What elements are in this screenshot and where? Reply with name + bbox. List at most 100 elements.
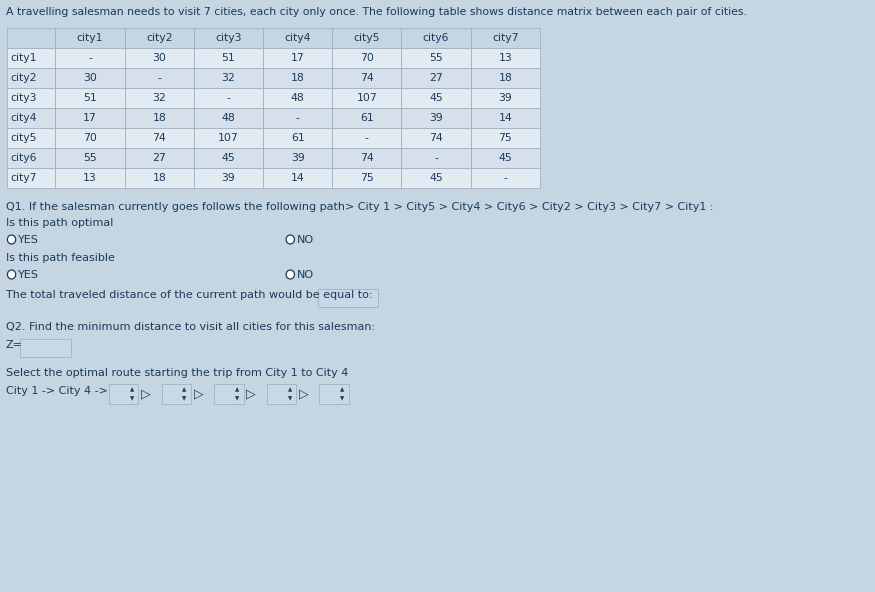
- Text: city2: city2: [146, 33, 172, 43]
- Text: Is this path feasible: Is this path feasible: [5, 253, 115, 263]
- Text: city3: city3: [10, 93, 37, 103]
- Text: 55: 55: [83, 153, 97, 163]
- Text: city2: city2: [10, 73, 37, 83]
- Bar: [402, 128, 471, 148]
- Bar: [402, 108, 471, 128]
- Bar: [55, 128, 124, 148]
- Text: city4: city4: [10, 113, 37, 123]
- Text: ▲: ▲: [340, 388, 345, 392]
- Text: 48: 48: [221, 113, 235, 123]
- Bar: [7, 168, 55, 188]
- Bar: [124, 148, 194, 168]
- Bar: [471, 68, 540, 88]
- Text: city1: city1: [10, 53, 37, 63]
- Bar: [194, 168, 263, 188]
- Bar: [55, 108, 124, 128]
- Text: 39: 39: [430, 113, 443, 123]
- Bar: [7, 48, 55, 68]
- Bar: [55, 28, 124, 48]
- Bar: [124, 128, 194, 148]
- Text: ▼: ▼: [288, 396, 292, 401]
- Text: city5: city5: [10, 133, 37, 143]
- Text: 18: 18: [290, 73, 304, 83]
- Text: 39: 39: [221, 173, 235, 183]
- Text: 75: 75: [499, 133, 512, 143]
- Bar: [471, 48, 540, 68]
- Text: 27: 27: [152, 153, 166, 163]
- Text: -: -: [365, 133, 369, 143]
- Bar: [194, 88, 263, 108]
- Bar: [332, 108, 402, 128]
- Bar: [194, 128, 263, 148]
- Bar: [194, 28, 263, 48]
- Bar: [402, 88, 471, 108]
- Bar: [124, 68, 194, 88]
- Text: YES: YES: [18, 234, 39, 244]
- Text: 14: 14: [290, 173, 304, 183]
- Bar: [162, 384, 191, 404]
- Text: YES: YES: [18, 269, 39, 279]
- Text: 45: 45: [499, 153, 512, 163]
- Bar: [332, 168, 402, 188]
- Bar: [402, 48, 471, 68]
- Text: 107: 107: [356, 93, 377, 103]
- Text: 51: 51: [83, 93, 97, 103]
- Bar: [263, 68, 332, 88]
- Text: ▼: ▼: [340, 396, 345, 401]
- Text: ▷: ▷: [299, 388, 309, 401]
- Text: 51: 51: [221, 53, 235, 63]
- Text: A travelling salesman needs to visit 7 cities, each city only once. The followin: A travelling salesman needs to visit 7 c…: [5, 7, 746, 17]
- Text: 27: 27: [430, 73, 443, 83]
- Text: ▷: ▷: [141, 388, 150, 401]
- Bar: [332, 128, 402, 148]
- Circle shape: [7, 235, 16, 244]
- Text: 74: 74: [360, 73, 374, 83]
- Text: Is this path optimal: Is this path optimal: [5, 218, 113, 228]
- Text: ▼: ▼: [235, 396, 240, 401]
- Bar: [332, 148, 402, 168]
- Bar: [194, 48, 263, 68]
- Bar: [263, 28, 332, 48]
- Text: ▷: ▷: [246, 388, 256, 401]
- Bar: [402, 28, 471, 48]
- Text: 61: 61: [290, 133, 304, 143]
- Text: 55: 55: [430, 53, 443, 63]
- Text: ▲: ▲: [288, 388, 292, 392]
- Bar: [318, 289, 378, 307]
- Text: The total traveled distance of the current path would be equal to:: The total traveled distance of the curre…: [5, 290, 372, 300]
- Text: city1: city1: [77, 33, 103, 43]
- Text: 30: 30: [152, 53, 166, 63]
- Text: 75: 75: [360, 173, 374, 183]
- Bar: [263, 168, 332, 188]
- Text: city6: city6: [10, 153, 37, 163]
- Text: Q2. Find the minimum distance to visit all cities for this salesman:: Q2. Find the minimum distance to visit a…: [5, 322, 374, 332]
- Bar: [124, 108, 194, 128]
- Bar: [471, 128, 540, 148]
- Text: 39: 39: [290, 153, 304, 163]
- Text: 32: 32: [152, 93, 166, 103]
- Text: 107: 107: [218, 133, 239, 143]
- Bar: [319, 384, 349, 404]
- Text: city3: city3: [215, 33, 242, 43]
- Text: 13: 13: [499, 53, 512, 63]
- Text: 17: 17: [83, 113, 97, 123]
- Bar: [194, 148, 263, 168]
- Text: 45: 45: [430, 173, 443, 183]
- Text: 48: 48: [290, 93, 304, 103]
- Text: 70: 70: [83, 133, 97, 143]
- Bar: [55, 168, 124, 188]
- Bar: [124, 28, 194, 48]
- Text: 39: 39: [499, 93, 512, 103]
- Text: ▼: ▼: [130, 396, 134, 401]
- Bar: [263, 88, 332, 108]
- Text: -: -: [158, 73, 161, 83]
- Bar: [124, 88, 194, 108]
- Text: ▷: ▷: [193, 388, 203, 401]
- Text: -: -: [227, 93, 230, 103]
- Bar: [20, 339, 71, 357]
- Text: city4: city4: [284, 33, 311, 43]
- Bar: [332, 68, 402, 88]
- Text: -: -: [88, 53, 92, 63]
- Text: ▲: ▲: [235, 388, 240, 392]
- Bar: [214, 384, 243, 404]
